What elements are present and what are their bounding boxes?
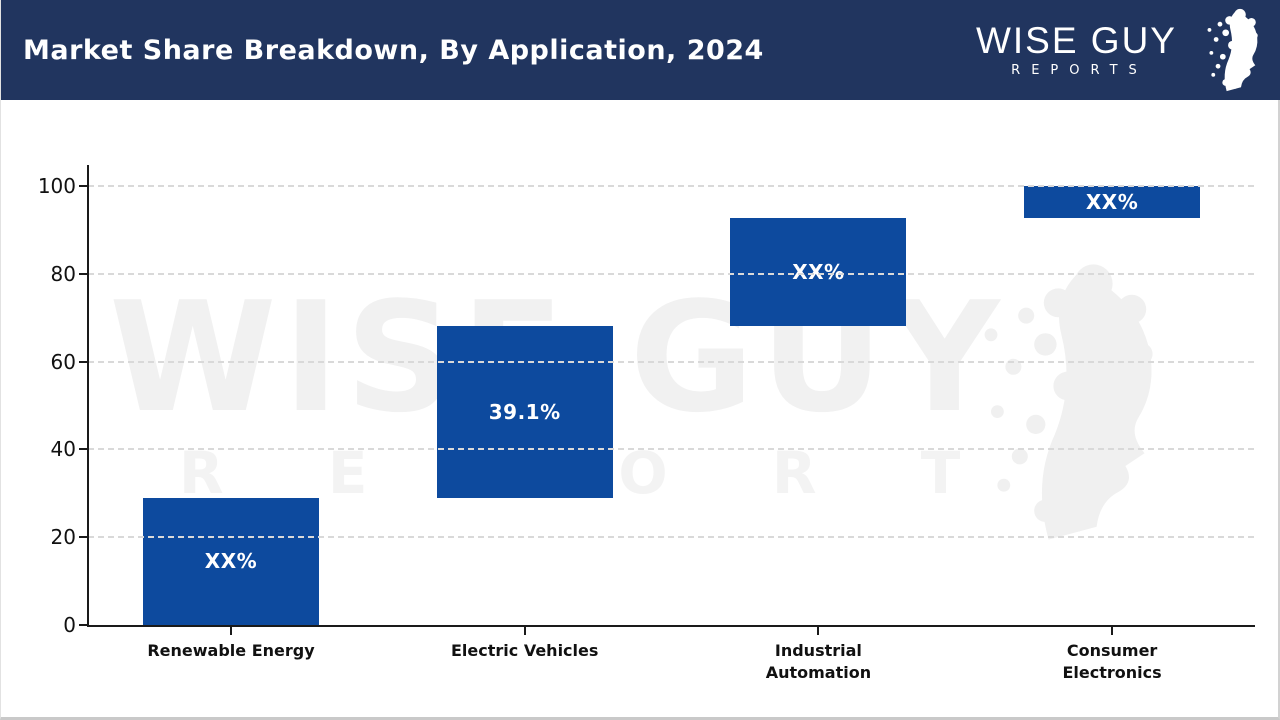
y-tick-label: 100 <box>37 174 76 198</box>
y-axis <box>87 165 89 627</box>
x-tick <box>230 627 232 635</box>
x-tick <box>817 627 820 635</box>
gridline <box>88 536 1254 539</box>
x-tick <box>523 627 526 635</box>
watermark-subtitle: R E P O R T S <box>179 439 1149 507</box>
x-axis <box>87 625 1255 627</box>
x-category-label: Electric Vehicles <box>450 641 599 660</box>
brand-subtitle: REPORTS <box>1011 63 1148 78</box>
bar-value-label: XX% <box>1085 190 1139 215</box>
gridline <box>88 185 1254 187</box>
y-tick-label: 60 <box>50 349 76 374</box>
y-tick-label: 40 <box>50 437 76 462</box>
wiseguy-face-icon <box>1207 8 1258 92</box>
watermark-face-icon <box>984 264 1153 540</box>
x-category-label: Consumer Electronics <box>1062 641 1162 682</box>
x-tick <box>1111 627 1114 635</box>
y-tick <box>79 360 87 363</box>
gridline <box>88 360 1254 363</box>
bar-electric-vehicles: 39.1% <box>436 326 613 498</box>
y-tick-label: 0 <box>63 613 76 637</box>
x-category-label: Renewable Energy <box>147 641 315 660</box>
y-tick <box>79 536 87 539</box>
bar-industrial-automation: XX% <box>730 218 907 327</box>
brand-name: WISE GUY <box>975 20 1177 61</box>
y-tick <box>79 185 87 187</box>
bar-renewable-energy: XX% <box>143 497 319 625</box>
bar-value-label: 39.1% <box>488 399 561 424</box>
y-tick <box>79 624 87 626</box>
x-category-label: Industrial Automation <box>765 641 872 682</box>
bar-value-label: XX% <box>792 260 845 285</box>
gridline <box>88 272 1254 275</box>
brand-logo: WISE GUY REPORTS <box>976 7 1267 93</box>
y-tick-label: 80 <box>50 261 76 286</box>
gridline <box>88 448 1254 451</box>
page-title: Market Share Breakdown, By Application, … <box>23 34 764 66</box>
y-tick-label: 20 <box>50 525 76 550</box>
bar-consumer-electronics: XX% <box>1024 186 1201 219</box>
brand-wordmark: WISE GUY REPORTS <box>976 22 1177 78</box>
header-bar: Market Share Breakdown, By Application, … <box>1 0 1280 100</box>
bar-value-label: XX% <box>204 549 258 574</box>
y-tick <box>79 272 87 275</box>
y-tick <box>79 448 87 451</box>
